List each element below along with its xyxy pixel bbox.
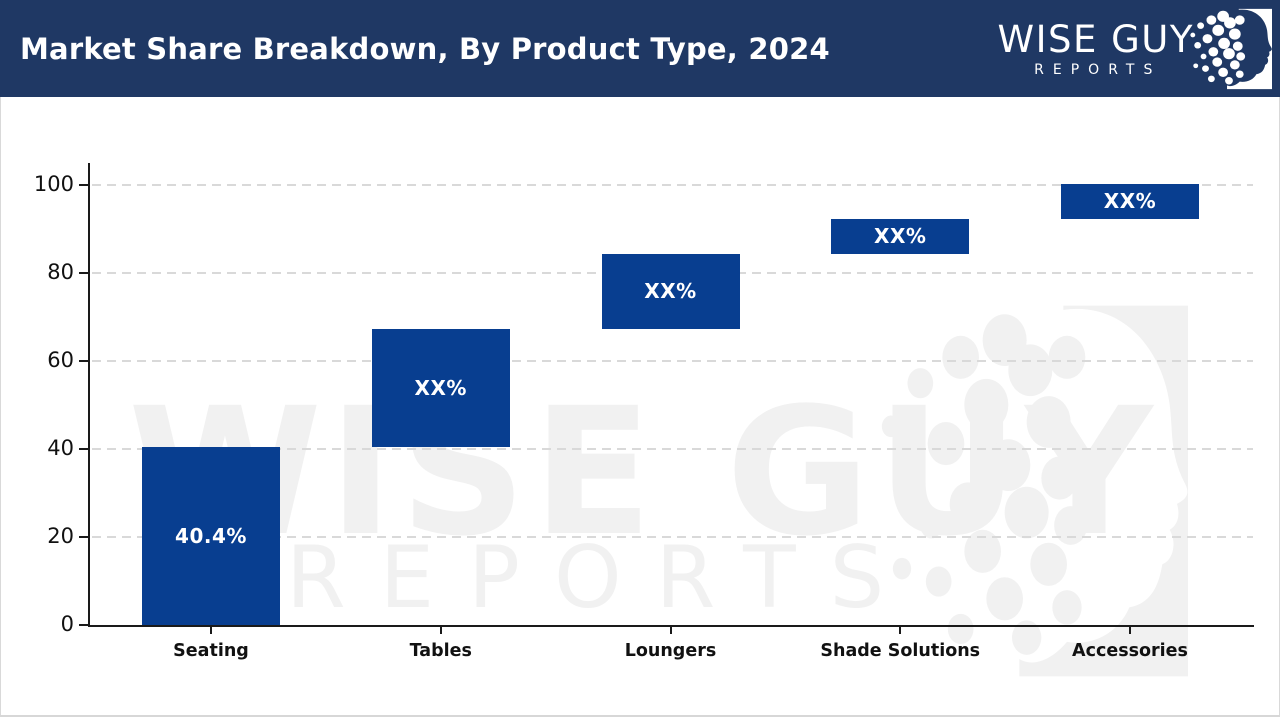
x-category-label: Loungers [624, 641, 717, 661]
y-tick-60 [79, 360, 88, 362]
y-tick-40 [79, 448, 88, 450]
brand-logo-text: WISE GUY REPORTS [998, 21, 1194, 78]
x-axis-spine [88, 625, 1254, 627]
x-tick-2 [669, 627, 672, 634]
gridline-y20 [92, 536, 1253, 538]
x-category-label: Accessories [1072, 641, 1188, 661]
bar-shade-solutions: XX% [831, 218, 970, 254]
bottom-border [0, 715, 1280, 717]
y-tick-label-0: 0 [60, 612, 74, 636]
y-tick-label-80: 80 [47, 260, 74, 284]
gridline-y100 [92, 184, 1253, 186]
y-tick-0 [79, 624, 88, 626]
bar-value-label: XX% [414, 376, 467, 401]
y-tick-label-60: 60 [47, 348, 74, 372]
bar-value-label: XX% [644, 279, 697, 304]
x-category-label: Shade Solutions [820, 641, 981, 661]
brand-name: WISE GUY [997, 17, 1194, 61]
gridline-y40 [92, 448, 1253, 450]
y-tick-20 [79, 536, 88, 538]
x-tick-0 [210, 627, 212, 634]
y-axis-spine [88, 163, 90, 627]
y-tick-80 [79, 272, 88, 274]
x-category-label: Tables [409, 641, 472, 661]
brand-head-icon [1190, 8, 1272, 90]
bar-tables: XX% [371, 328, 510, 448]
bar-value-label: 40.4% [175, 524, 247, 549]
brand-subtitle: REPORTS [1034, 61, 1162, 78]
gridline-y60 [92, 360, 1253, 362]
left-border [0, 97, 1, 717]
y-tick-label-100: 100 [33, 172, 74, 196]
x-tick-4 [1129, 627, 1131, 634]
x-category-label: Seating [173, 641, 249, 661]
bar-accessories: XX% [1061, 184, 1199, 219]
watermark-head-icon [881, 305, 1188, 677]
brand-logo: WISE GUY REPORTS [998, 6, 1272, 92]
header-bar: Market Share Breakdown, By Product Type,… [0, 0, 1280, 97]
x-tick-1 [439, 627, 442, 634]
y-tick-100 [79, 184, 88, 186]
watermark-brand-subtitle: REPORTS [286, 528, 919, 628]
bar-value-label: XX% [1103, 189, 1157, 214]
page-title: Market Share Breakdown, By Product Type,… [20, 31, 830, 66]
bar-seating: 40.4% [142, 447, 280, 625]
bar-value-label: XX% [874, 224, 927, 249]
y-tick-label-20: 20 [47, 524, 74, 548]
y-tick-label-40: 40 [47, 436, 74, 460]
x-tick-3 [899, 627, 902, 634]
bar-loungers: XX% [601, 253, 740, 329]
